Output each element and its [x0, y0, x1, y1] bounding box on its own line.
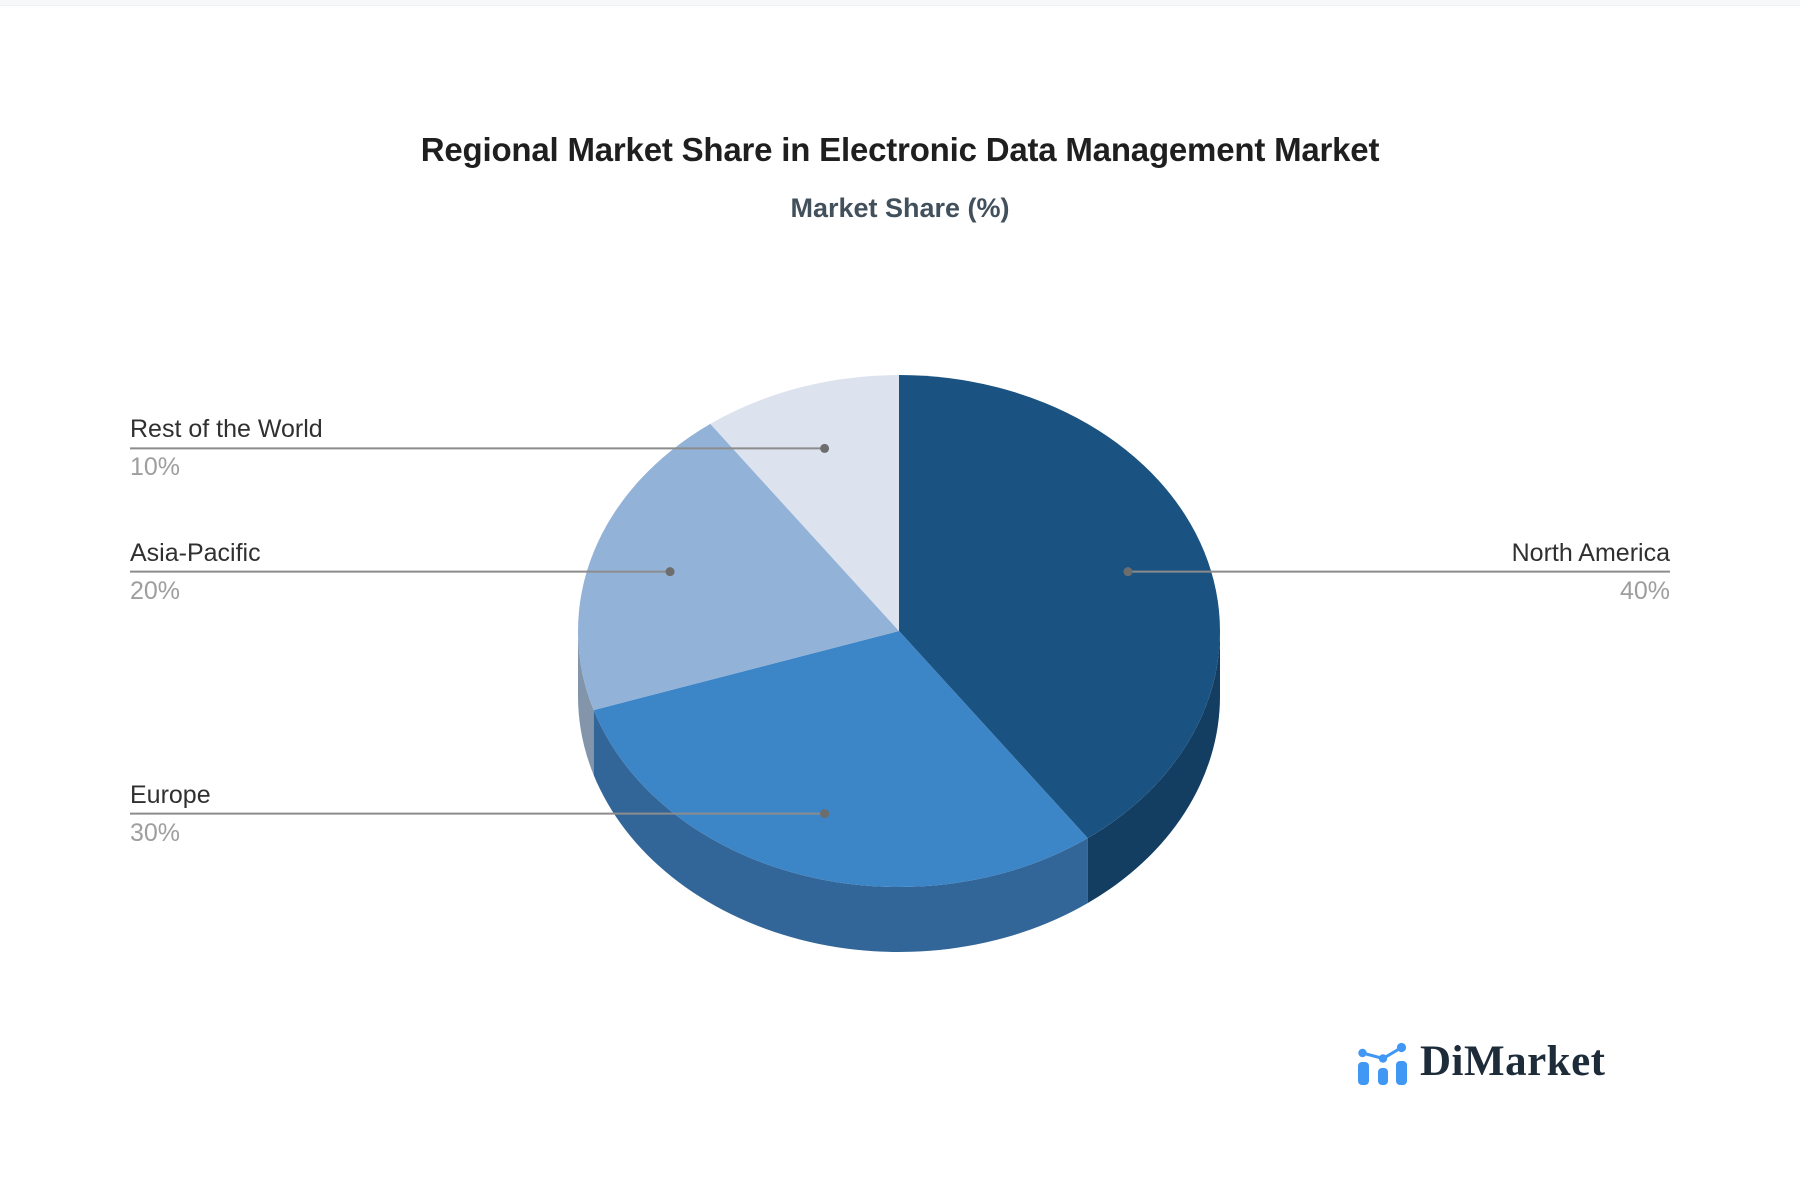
slice-percent-text: 10% — [130, 453, 181, 482]
slice-label-text: Europe — [130, 780, 211, 809]
pie-slice-asia-pacific — [577, 423, 899, 711]
slice-label-text: North America — [1511, 538, 1670, 567]
pie-slice-side-asia-pacific — [578, 631, 594, 776]
slice-percent-text: 30% — [130, 818, 181, 847]
slice-label-text: Asia-Pacific — [130, 538, 261, 567]
brand-logo[interactable]: DiMarket — [1353, 1034, 1606, 1088]
pie-slice-side-europe — [593, 710, 1088, 952]
leader-dot-north-america — [1123, 567, 1133, 577]
chart-subtitle: Market Share (%) — [790, 193, 1010, 223]
slice-label-north-america: North America 40% — [1512, 535, 1670, 609]
slice-label-asia-pacific: Asia-Pacific 20% — [130, 535, 261, 609]
brand-name: DiMarket — [1420, 1037, 1606, 1085]
pie-slice-north-america — [899, 375, 1220, 839]
slice-label-rest-of-the-world: Rest of the World 10% — [130, 411, 323, 485]
pie-slice-rest-of-the-world — [710, 375, 899, 631]
slice-percent-text: 20% — [130, 576, 181, 605]
top-strip — [0, 0, 1800, 6]
pie-slice-side-north-america — [1087, 631, 1220, 904]
page-title: Regional Market Share in Electronic Data… — [420, 131, 1380, 168]
leader-dot-asia-pacific — [665, 567, 675, 577]
leader-dot-europe — [820, 809, 830, 819]
slice-percent-text: 40% — [1619, 576, 1670, 605]
leader-dot-rest-of-the-world — [820, 443, 830, 453]
slice-label-europe: Europe 30% — [130, 777, 211, 851]
pie-slice-europe — [593, 631, 1088, 887]
slice-label-text: Rest of the World — [130, 415, 323, 444]
bar-line-chart-icon — [1358, 1042, 1407, 1085]
